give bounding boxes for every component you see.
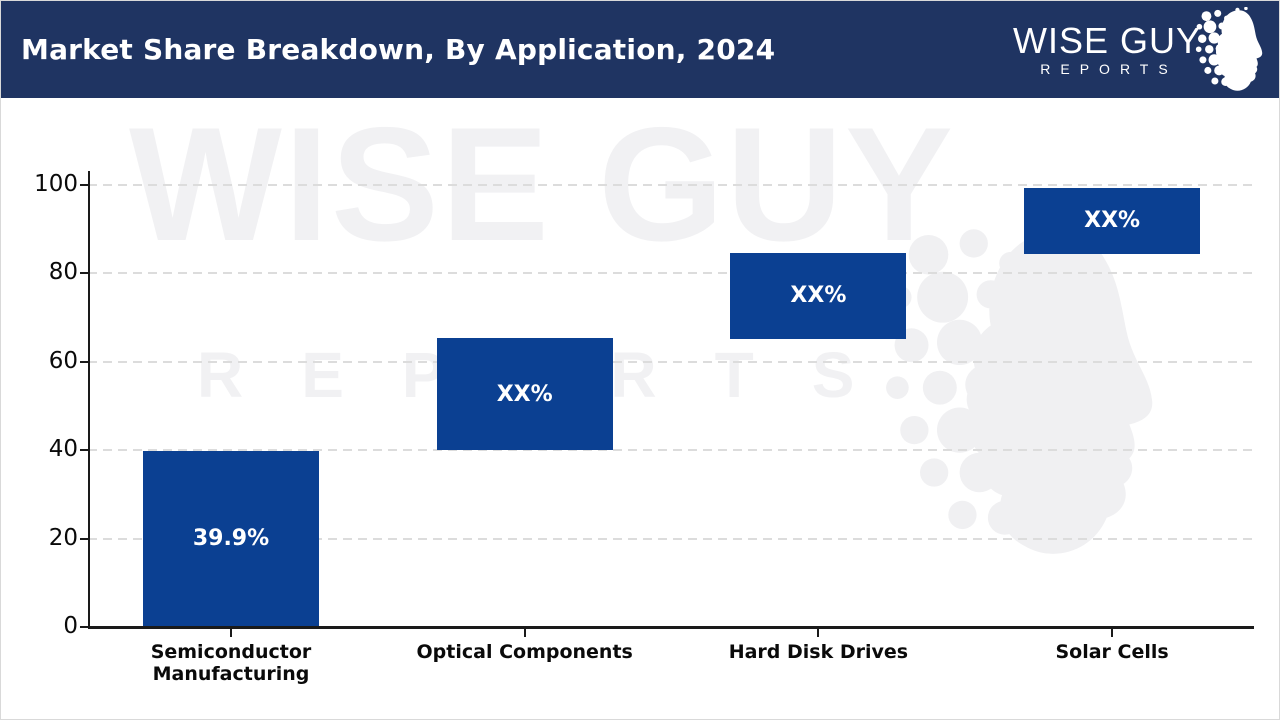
y-tick-label: 20 bbox=[48, 524, 78, 551]
bar: 39.9% bbox=[143, 450, 319, 627]
page-title: Market Share Breakdown, By Application, … bbox=[21, 33, 776, 66]
x-tick-label: Semiconductor Manufacturing bbox=[150, 641, 312, 685]
gridline bbox=[88, 449, 1254, 452]
y-axis-line bbox=[88, 171, 90, 629]
x-tick bbox=[1111, 629, 1114, 637]
watermark-dotted-head-icon bbox=[886, 218, 1153, 554]
bar-value-label: XX% bbox=[790, 283, 847, 309]
y-tick bbox=[80, 537, 88, 540]
bar-value-label: XX% bbox=[1084, 208, 1141, 234]
x-tick-label: Solar Cells bbox=[1055, 641, 1169, 663]
y-tick-label: 40 bbox=[48, 436, 78, 463]
y-tick bbox=[80, 626, 88, 628]
x-tick-label: Optical Components bbox=[416, 641, 633, 663]
x-tick bbox=[523, 629, 526, 637]
y-tick bbox=[80, 184, 88, 186]
gridline bbox=[88, 537, 1254, 540]
waterfall-chart: WISE GUY REPORTS 02040608010039.9%XX%XX%… bbox=[1, 94, 1279, 719]
gridline bbox=[88, 184, 1254, 186]
y-tick-label: 80 bbox=[48, 259, 78, 286]
x-tick bbox=[230, 629, 232, 637]
wise-guy-reports-logo: WISE GUY REPORTS bbox=[1013, 1, 1271, 98]
y-tick bbox=[80, 272, 88, 275]
gridline bbox=[88, 272, 1254, 275]
x-axis-line bbox=[88, 626, 1254, 629]
y-tick-label: 0 bbox=[63, 613, 78, 639]
bar: XX% bbox=[730, 253, 907, 339]
logo-wordmark: WISE GUY bbox=[1012, 19, 1201, 61]
y-tick bbox=[80, 449, 88, 452]
y-tick-label: 60 bbox=[48, 347, 78, 374]
y-tick-label: 100 bbox=[34, 171, 78, 197]
bar-value-label: XX% bbox=[496, 381, 553, 407]
x-tick-label: Hard Disk Drives bbox=[728, 641, 909, 663]
header-bar: Market Share Breakdown, By Application, … bbox=[1, 1, 1279, 98]
logo-subtitle: REPORTS bbox=[1040, 60, 1178, 77]
bar: XX% bbox=[1024, 187, 1201, 254]
bar: XX% bbox=[436, 338, 613, 451]
bar-value-label: 39.9% bbox=[192, 526, 270, 552]
gridline bbox=[88, 360, 1254, 363]
x-tick bbox=[817, 629, 820, 637]
logo-text: WISE GUY REPORTS bbox=[1012, 19, 1201, 77]
y-tick bbox=[80, 360, 88, 363]
